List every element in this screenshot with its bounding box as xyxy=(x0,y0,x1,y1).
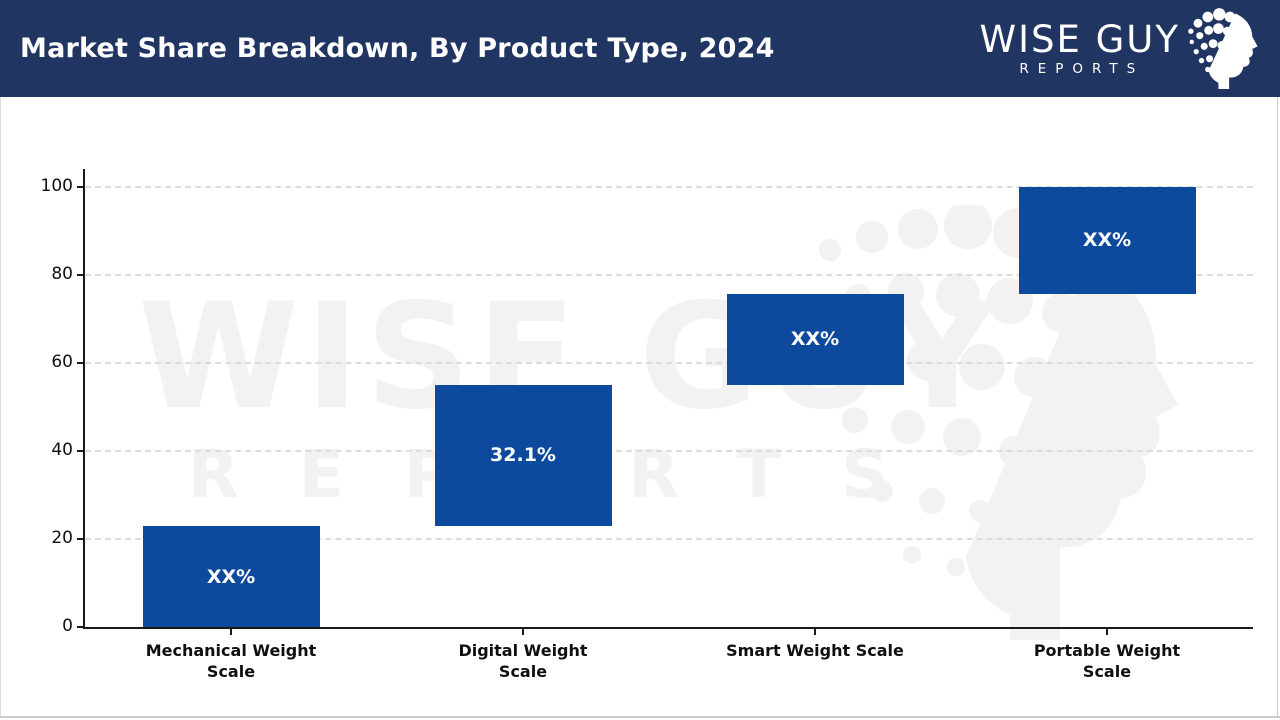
x-category-label: Mechanical Weight Scale xyxy=(145,641,317,681)
y-tick-label: 40 xyxy=(51,439,73,460)
bar-value-label: XX% xyxy=(1082,229,1132,252)
y-tick-label: 60 xyxy=(51,351,73,372)
header-bar: Market Share Breakdown, By Product Type,… xyxy=(0,0,1280,97)
card-border-bottom xyxy=(0,716,1280,718)
y-tick-label: 80 xyxy=(51,263,73,284)
x-tick-mark xyxy=(522,629,524,635)
brand-logo: WISE GUY REPORTS xyxy=(980,6,1280,92)
x-tick-mark xyxy=(1106,629,1108,635)
bar-value-label: XX% xyxy=(206,565,256,588)
card-border-right xyxy=(1277,97,1278,717)
grid-line xyxy=(85,361,1253,364)
grid-line xyxy=(85,185,1253,188)
brand-wordmark-line2: REPORTS xyxy=(1019,60,1145,77)
bar-segment: XX% xyxy=(142,526,320,627)
page-title: Market Share Breakdown, By Product Type,… xyxy=(20,33,775,64)
y-tick-mark xyxy=(77,537,83,540)
bar-value-label: XX% xyxy=(790,328,840,351)
x-tick-mark xyxy=(230,629,232,635)
y-axis xyxy=(83,169,85,629)
y-tick-mark xyxy=(77,626,83,628)
bar-segment: XX% xyxy=(1018,186,1196,294)
grid-line xyxy=(85,537,1253,540)
y-tick-mark xyxy=(77,185,83,188)
x-category-label: Digital Weight Scale xyxy=(458,641,588,681)
x-tick-mark xyxy=(814,629,816,635)
x-category-label: Smart Weight Scale xyxy=(726,641,904,660)
y-tick-mark xyxy=(77,449,83,452)
brand-face-icon xyxy=(1188,7,1258,89)
grid-line xyxy=(85,449,1253,452)
bar-segment: 32.1% xyxy=(434,384,612,527)
y-tick-mark xyxy=(77,361,83,364)
x-category-label: Portable Weight Scale xyxy=(1033,641,1181,681)
brand-wordmark: WISE GUY REPORTS xyxy=(980,21,1180,77)
grid-line xyxy=(85,273,1253,276)
x-axis xyxy=(83,627,1253,629)
y-tick-label: 100 xyxy=(40,175,73,196)
brand-wordmark-line1: WISE GUY xyxy=(979,17,1180,61)
card-border-left xyxy=(0,97,1,717)
y-tick-mark xyxy=(77,273,83,276)
bar-value-label: 32.1% xyxy=(490,444,556,467)
y-tick-label: 20 xyxy=(51,527,73,548)
y-tick-label: 0 xyxy=(62,616,73,636)
bar-segment: XX% xyxy=(726,293,904,385)
